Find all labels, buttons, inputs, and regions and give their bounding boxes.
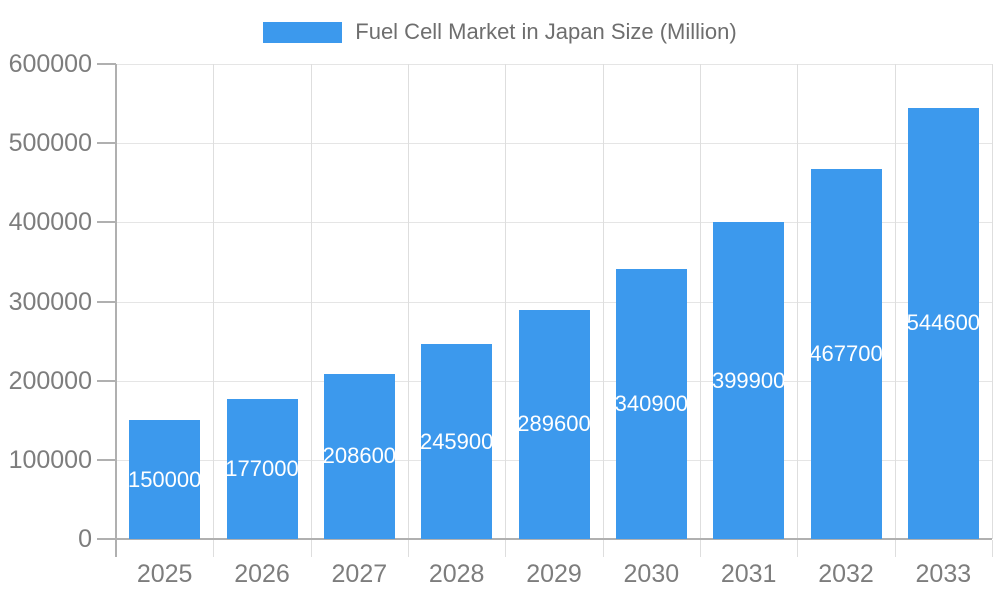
bar-2025: 150000: [129, 420, 201, 539]
bar-2032: 467700: [810, 168, 882, 539]
x-tick-label: 2025: [136, 560, 193, 588]
legend-label: Fuel Cell Market in Japan Size (Million): [355, 19, 737, 44]
v-gridline: [408, 64, 409, 539]
y-tick-label: 400000: [8, 208, 92, 237]
v-gridline: [310, 64, 312, 539]
x-tick: [310, 540, 312, 557]
bar-value-label: 289600: [518, 411, 590, 437]
x-tick: [700, 540, 701, 557]
bar-2027: 208600: [323, 373, 395, 539]
x-tick-label: 2027: [331, 560, 388, 588]
y-tick-label: 200000: [8, 366, 92, 395]
y-tick-label: 100000: [8, 445, 92, 474]
v-gridline: [505, 64, 507, 539]
x-tick-label: 2033: [915, 560, 972, 588]
x-tick-label: 2028: [428, 560, 485, 588]
x-tick-label: 2032: [818, 560, 874, 588]
x-tick: [408, 540, 409, 557]
x-axis-line: [97, 538, 992, 540]
v-gridline: [700, 64, 701, 539]
x-tick: [213, 540, 215, 557]
y-tick-label: 500000: [8, 129, 92, 158]
h-gridline: [116, 301, 992, 303]
h-gridline: [116, 64, 992, 65]
bar-2028: 245900: [421, 344, 493, 539]
y-tick: [97, 63, 116, 65]
bar-value-label: 245900: [421, 428, 493, 454]
v-gridline: [213, 64, 215, 539]
y-tick: [97, 142, 116, 145]
x-tick-label: 2026: [234, 560, 290, 588]
bar-value-label: 399900: [713, 367, 785, 393]
y-tick: [97, 221, 116, 224]
bar-value-label: 544600: [907, 310, 979, 336]
legend[interactable]: Fuel Cell Market in Japan Size (Million): [0, 19, 1000, 45]
x-tick: [797, 540, 799, 557]
x-tick: [505, 540, 507, 557]
bar-value-label: 340900: [615, 391, 687, 417]
x-tick: [894, 540, 896, 557]
v-gridline: [602, 64, 604, 539]
bar-2030: 340900: [615, 269, 687, 539]
v-gridline: [797, 64, 799, 539]
y-tick-label: 300000: [8, 287, 92, 316]
y-tick-label: 0: [78, 525, 92, 553]
y-axis-line: [115, 64, 117, 557]
bar-value-label: 467700: [810, 340, 882, 366]
bar-2033: 544600: [907, 107, 979, 539]
bar-2031: 399900: [713, 222, 785, 539]
bar-value-label: 208600: [323, 443, 395, 469]
h-gridline: [116, 143, 992, 145]
y-tick: [97, 300, 116, 303]
x-tick: [992, 540, 993, 557]
y-tick: [97, 379, 116, 382]
v-gridline: [992, 64, 993, 539]
bar-2029: 289600: [518, 309, 590, 539]
x-tick-label: 2029: [526, 560, 582, 588]
legend-swatch-icon: [263, 21, 343, 43]
bar-value-label: 150000: [129, 466, 201, 492]
bar-2026: 177000: [226, 398, 298, 539]
h-gridline: [116, 222, 992, 224]
bar-value-label: 177000: [226, 455, 298, 481]
y-tick: [97, 458, 116, 461]
x-tick-label: 2031: [720, 560, 777, 588]
v-gridline: [894, 64, 896, 539]
x-tick-label: 2030: [623, 560, 680, 588]
y-tick-label: 600000: [8, 50, 92, 78]
x-tick: [602, 540, 604, 557]
